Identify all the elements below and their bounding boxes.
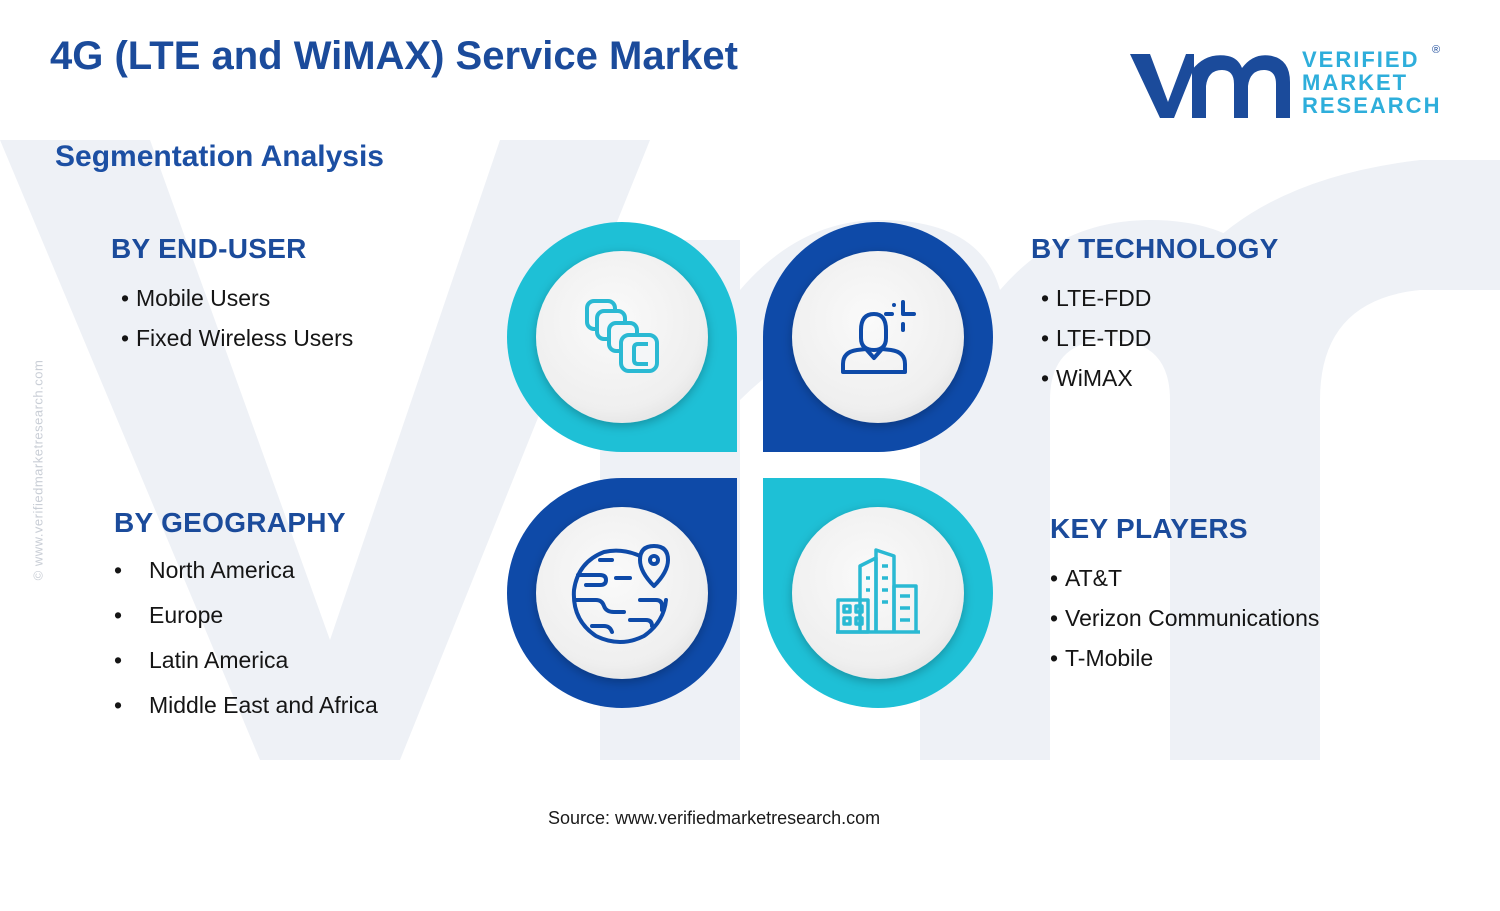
segment-geography: BY GEOGRAPHY • North America • Europe • Lat… (114, 507, 378, 737)
bullet: • (121, 325, 130, 351)
bullet: • (1050, 565, 1059, 591)
list-item: • Verizon Communications (1050, 605, 1319, 645)
list-item: • Mobile Users (121, 285, 353, 325)
list-item-text: Verizon Communications (1065, 605, 1320, 631)
bullet: • (114, 557, 123, 583)
bullet: • (1041, 285, 1050, 311)
list-item: • LTE-TDD (1041, 325, 1279, 365)
list-item: • Europe (114, 602, 378, 647)
segment-technology-list: • LTE-FDD • LTE-TDD • WiMAX (1041, 285, 1279, 405)
list-item-text: North America (149, 557, 295, 583)
list-item-text: Middle East and Africa (149, 692, 378, 718)
bullet: • (114, 692, 123, 718)
list-item: • LTE-FDD (1041, 285, 1279, 325)
list-item-text: Europe (149, 602, 224, 628)
segment-end-user: BY END-USER • Mobile Users • Fixed Wireles… (111, 233, 353, 365)
list-item-text: Mobile Users (136, 285, 271, 311)
bullet: • (1050, 645, 1059, 671)
list-item-text: LTE-FDD (1056, 285, 1152, 311)
segment-geography-list: • North America • Europe • Latin America • M… (114, 557, 378, 737)
brand-logo: VERIFIED MARKET RESEARCH ® (1130, 44, 1450, 124)
vmr-logo-mark (1130, 54, 1290, 118)
list-item: • WiMAX (1041, 365, 1279, 405)
logo-line-2: MARKET (1302, 70, 1409, 95)
list-item-text: Fixed Wireless Users (136, 325, 354, 351)
list-item-text: WiMAX (1056, 365, 1133, 391)
list-item: • Fixed Wireless Users (121, 325, 353, 365)
bullet: • (1050, 605, 1059, 631)
petal-geography (507, 478, 737, 708)
page-title: 4G (LTE and WiMAX) Service Market (50, 34, 738, 78)
bullet: • (121, 285, 130, 311)
logo-wordmark: VERIFIED MARKET RESEARCH (1302, 48, 1441, 117)
segment-technology: BY TECHNOLOGY • LTE-FDD • LTE-TDD • WiMAX (1031, 233, 1279, 405)
bullet: • (114, 602, 123, 628)
segment-technology-heading: BY TECHNOLOGY (1031, 233, 1279, 264)
segment-end-user-list: • Mobile Users • Fixed Wireless Users (121, 285, 353, 365)
list-item-text: T-Mobile (1065, 645, 1154, 671)
page-subtitle: Segmentation Analysis (55, 140, 384, 173)
stacked-cards-icon (585, 299, 659, 373)
globe-location-icon (571, 544, 670, 644)
bullet: • (1041, 325, 1050, 351)
logo-line-3: RESEARCH (1302, 93, 1442, 118)
user-signal-icon (841, 300, 916, 374)
logo-line-1: VERIFIED (1302, 47, 1420, 72)
list-item-text: Latin America (149, 647, 289, 673)
segment-key-players-heading: KEY PLAYERS (1050, 513, 1248, 544)
petal-key-players (763, 478, 993, 708)
list-item: • Latin America (114, 647, 378, 692)
office-buildings-icon (836, 548, 920, 634)
petal-technology (763, 222, 993, 452)
side-copyright-note: © www.verifiedmarketresearch.com (30, 359, 46, 581)
segment-key-players: KEY PLAYERS • AT&T • Verizon Communication… (1050, 513, 1319, 685)
list-item-text: LTE-TDD (1056, 325, 1152, 351)
bullet: • (114, 647, 123, 673)
list-item: • AT&T (1050, 565, 1319, 605)
segment-geography-heading: BY GEOGRAPHY (114, 507, 346, 538)
source-note: Source: www.verifiedmarketresearch.com (548, 808, 881, 828)
segment-end-user-heading: BY END-USER (111, 233, 307, 264)
segment-key-players-list: • AT&T • Verizon Communications • T-Mobile (1050, 565, 1319, 685)
logo-registered-mark: ® (1432, 44, 1441, 56)
list-item: • Middle East and Africa (114, 692, 378, 737)
segmentation-quadrant-diagram (507, 222, 993, 708)
bullet: • (1041, 365, 1050, 391)
list-item: • North America (114, 557, 378, 602)
list-item-text: AT&T (1065, 565, 1123, 591)
list-item: • T-Mobile (1050, 645, 1319, 685)
